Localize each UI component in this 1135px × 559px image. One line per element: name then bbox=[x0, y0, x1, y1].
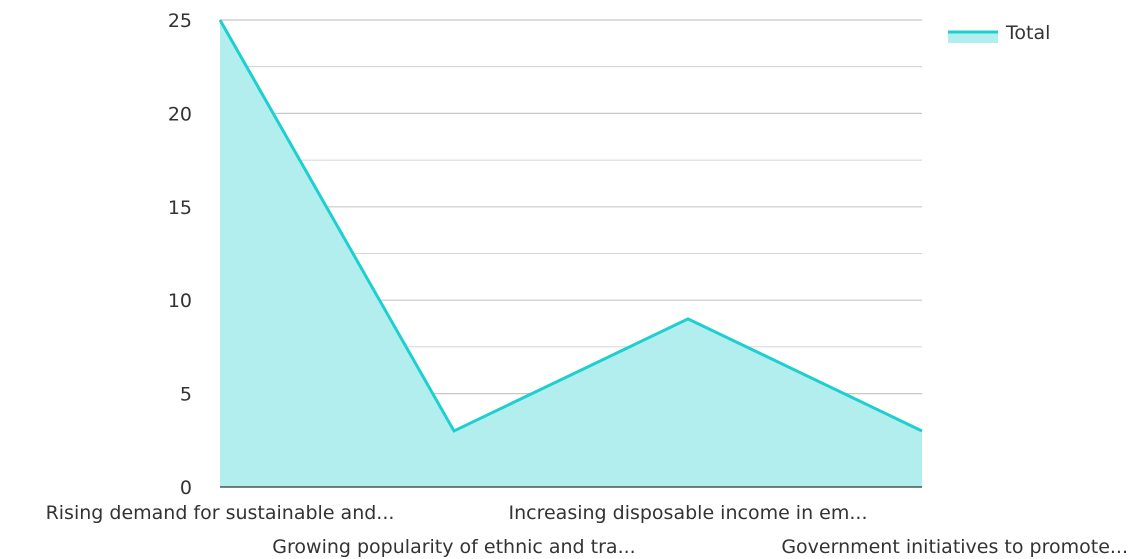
y-tick-label: 0 bbox=[180, 477, 192, 499]
y-tick-label: 20 bbox=[168, 103, 192, 125]
y-tick-label: 15 bbox=[168, 197, 192, 219]
x-category-label: Growing popularity of ethnic and tra... bbox=[272, 536, 635, 558]
legend-swatch-fill bbox=[948, 32, 998, 43]
y-axis-ticks: 0 5 10 15 20 25 bbox=[168, 10, 192, 499]
x-category-label: Increasing disposable income in em... bbox=[509, 502, 868, 524]
legend: Total bbox=[948, 22, 1050, 44]
y-tick-label: 5 bbox=[180, 384, 192, 406]
legend-label-total: Total bbox=[1005, 22, 1050, 44]
series-total-area bbox=[220, 20, 922, 487]
series-total-line bbox=[218, 19, 923, 433]
y-tick-label: 10 bbox=[168, 290, 192, 312]
x-category-label: Government initiatives to promote... bbox=[781, 536, 1128, 558]
y-tick-label: 25 bbox=[168, 10, 192, 32]
x-axis-ticks: Rising demand for sustainable and... Grow… bbox=[46, 502, 1128, 558]
x-category-label: Rising demand for sustainable and... bbox=[46, 502, 395, 524]
